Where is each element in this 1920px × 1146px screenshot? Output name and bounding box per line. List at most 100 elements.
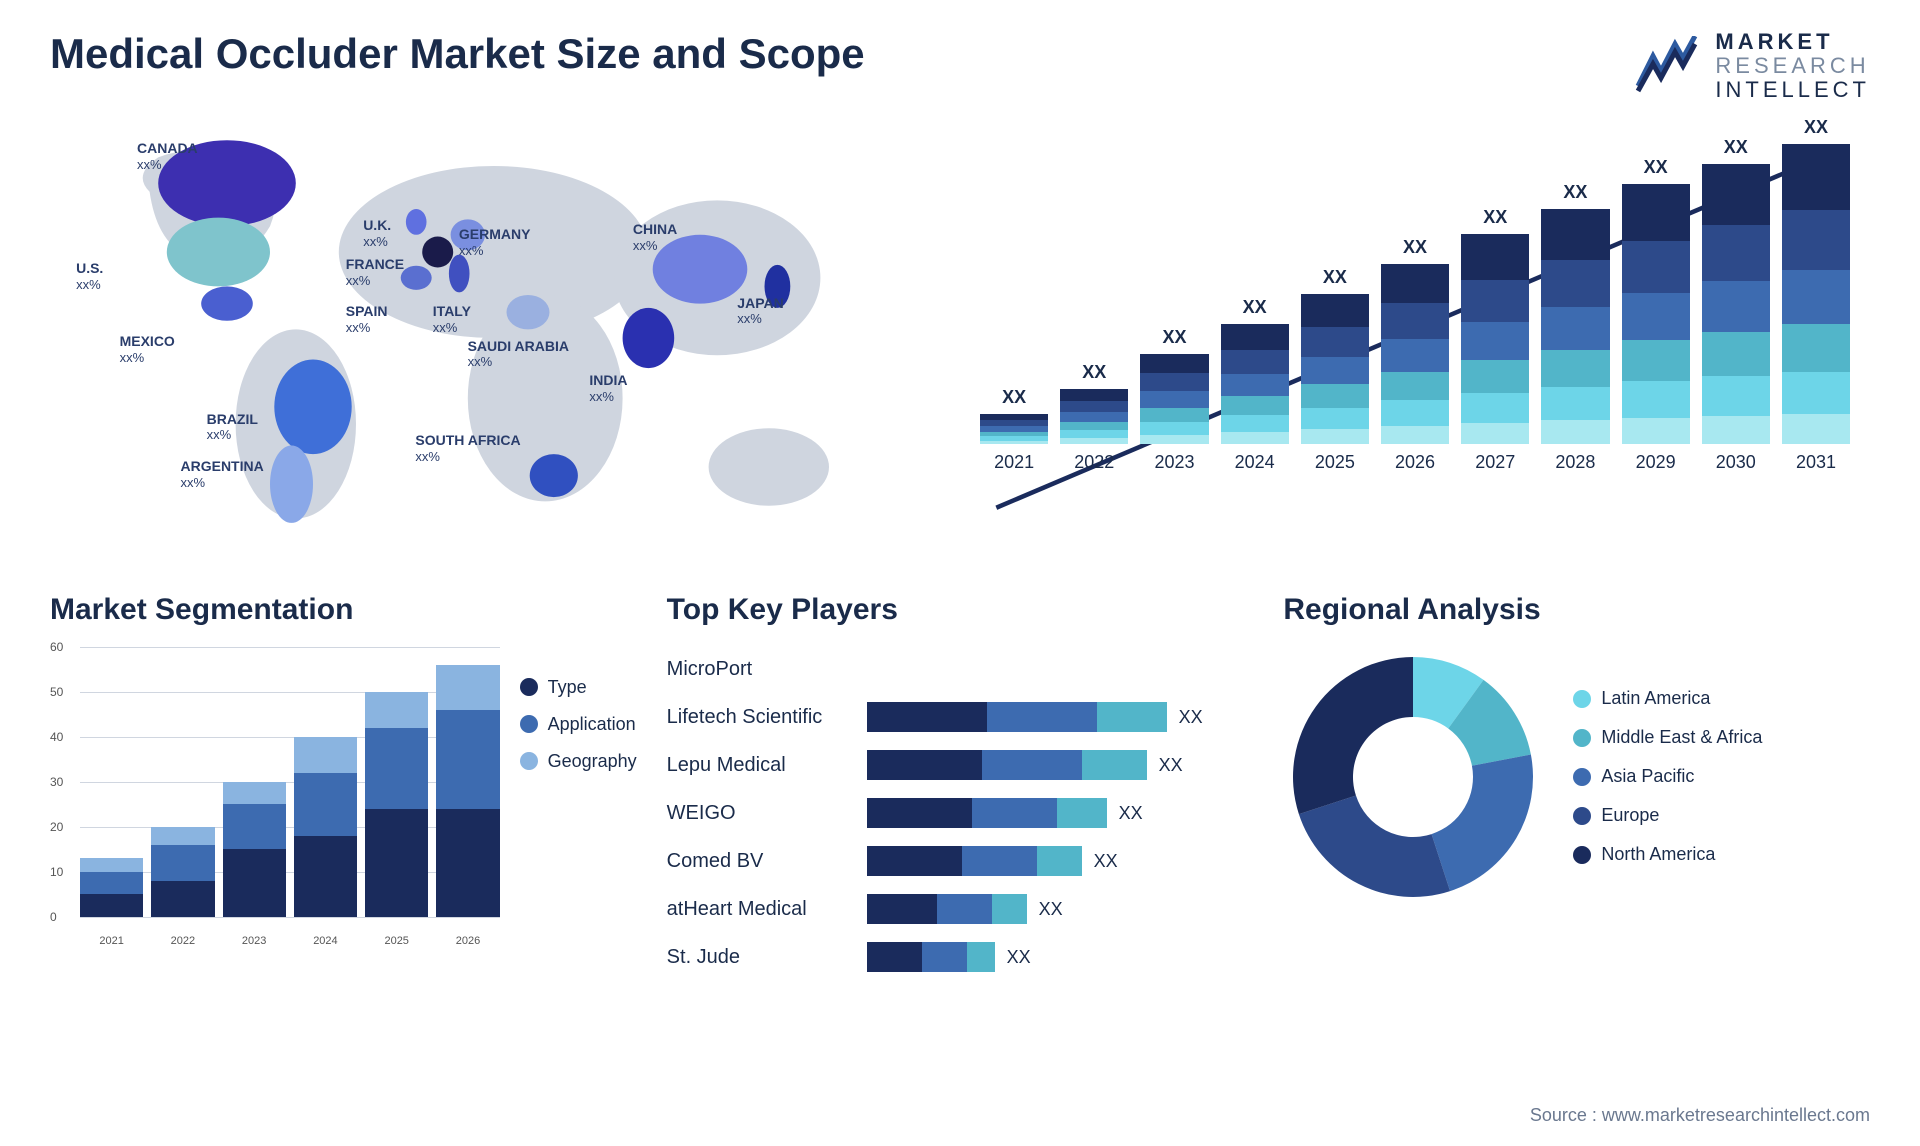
growth-bar-col: XX2024 [1221, 297, 1289, 473]
player-segment [1097, 702, 1167, 732]
growth-value: XX [1724, 137, 1748, 158]
growth-segment [1461, 393, 1529, 422]
y-tick: 20 [50, 820, 63, 834]
growth-year-label: 2021 [994, 452, 1034, 473]
seg-segment [80, 858, 143, 872]
growth-segment [1140, 391, 1208, 407]
growth-segment [1301, 327, 1369, 357]
growth-year-label: 2023 [1154, 452, 1194, 473]
seg-segment [151, 881, 214, 917]
growth-segment [1221, 374, 1289, 396]
player-row: St. Jude XX [667, 935, 1254, 980]
player-value: XX [1179, 707, 1203, 728]
growth-segment [1060, 438, 1128, 444]
world-map-section: CANADAxx%U.S.xx%MEXICOxx%BRAZILxx%ARGENT… [50, 123, 920, 553]
legend-dot [1573, 768, 1591, 786]
map-label: SPAINxx% [346, 303, 388, 335]
growth-bar-col: XX2028 [1541, 182, 1609, 473]
growth-segment [1702, 225, 1770, 281]
player-bar-wrap: XX [867, 750, 1254, 780]
growth-bar [1140, 354, 1208, 444]
growth-year-label: 2029 [1636, 452, 1676, 473]
player-bar-wrap: XX [867, 702, 1254, 732]
growth-segment [1622, 241, 1690, 293]
growth-segment [1622, 340, 1690, 382]
growth-segment [1301, 429, 1369, 444]
donut-chart [1283, 647, 1543, 907]
growth-segment [1140, 422, 1208, 435]
legend-label: North America [1601, 844, 1715, 865]
growth-segment [1381, 339, 1449, 371]
player-value: XX [1039, 899, 1063, 920]
player-name: St. Jude [667, 946, 867, 969]
seg-segment [80, 872, 143, 895]
legend-item: Application [520, 714, 637, 735]
player-bar [867, 846, 1082, 876]
growth-bar-col: XX2027 [1461, 207, 1529, 473]
seg-bar-col [365, 692, 428, 917]
growth-value: XX [1243, 297, 1267, 318]
growth-bar [1221, 324, 1289, 444]
growth-year-label: 2031 [1796, 452, 1836, 473]
legend-label: Type [548, 677, 587, 698]
seg-year-label: 2023 [223, 935, 286, 947]
legend-label: Latin America [1601, 688, 1710, 709]
growth-value: XX [1323, 267, 1347, 288]
regional-legend: Latin AmericaMiddle East & AfricaAsia Pa… [1573, 688, 1762, 865]
seg-year-label: 2025 [365, 935, 428, 947]
growth-segment [1622, 381, 1690, 417]
growth-segment [1060, 401, 1128, 412]
player-segment [967, 942, 995, 972]
growth-bar-col: XX2025 [1301, 267, 1369, 473]
player-name: MicroPort [667, 658, 867, 681]
player-segment [867, 798, 972, 828]
logo-line3: INTELLECT [1715, 78, 1870, 102]
growth-segment [1461, 280, 1529, 322]
player-segment [867, 750, 982, 780]
growth-bar-col: XX2026 [1381, 237, 1449, 473]
top-row: CANADAxx%U.S.xx%MEXICOxx%BRAZILxx%ARGENT… [50, 123, 1870, 553]
player-bar-wrap: XX [867, 846, 1254, 876]
growth-segment [1221, 432, 1289, 444]
player-segment [937, 894, 992, 924]
growth-segment [1702, 332, 1770, 377]
segmentation-panel: Market Segmentation 01020304050602021202… [50, 593, 637, 1013]
seg-segment [365, 692, 428, 728]
player-name: WEIGO [667, 802, 867, 825]
growth-bar [1702, 164, 1770, 444]
growth-segment [1461, 360, 1529, 394]
segmentation-chart: 0102030405060202120222023202420252026 Ty… [50, 647, 637, 947]
legend-item: Geography [520, 751, 637, 772]
growth-chart: XX2021XX2022XX2023XX2024XX2025XX2026XX20… [960, 123, 1870, 553]
growth-segment [1541, 209, 1609, 261]
seg-year-label: 2022 [151, 935, 214, 947]
player-value: XX [1007, 947, 1031, 968]
player-segment [962, 846, 1037, 876]
y-tick: 60 [50, 640, 63, 654]
growth-segment [1140, 435, 1208, 444]
growth-year-label: 2027 [1475, 452, 1515, 473]
legend-dot [520, 715, 538, 733]
growth-segment [1782, 324, 1850, 372]
growth-segment [1541, 350, 1609, 388]
growth-segment [1702, 376, 1770, 415]
legend-label: Geography [548, 751, 637, 772]
player-bar-wrap: XX [867, 894, 1254, 924]
legend-dot [1573, 807, 1591, 825]
y-tick: 40 [50, 730, 63, 744]
player-row: Lifetech ScientificXX [667, 695, 1254, 740]
players-panel: Top Key Players MicroPortLifetech Scient… [667, 593, 1254, 1013]
legend-dot [1573, 729, 1591, 747]
growth-segment [980, 441, 1048, 444]
seg-segment [223, 849, 286, 917]
map-country-mexico [201, 286, 253, 320]
growth-bar [1060, 389, 1128, 444]
seg-bar-col [151, 827, 214, 917]
seg-segment [436, 809, 499, 917]
player-bar-wrap: XX [867, 798, 1254, 828]
page-title: Medical Occluder Market Size and Scope [50, 30, 865, 78]
legend-item: Type [520, 677, 637, 698]
seg-segment [365, 728, 428, 809]
legend-item: North America [1573, 844, 1762, 865]
growth-segment [1221, 415, 1289, 432]
